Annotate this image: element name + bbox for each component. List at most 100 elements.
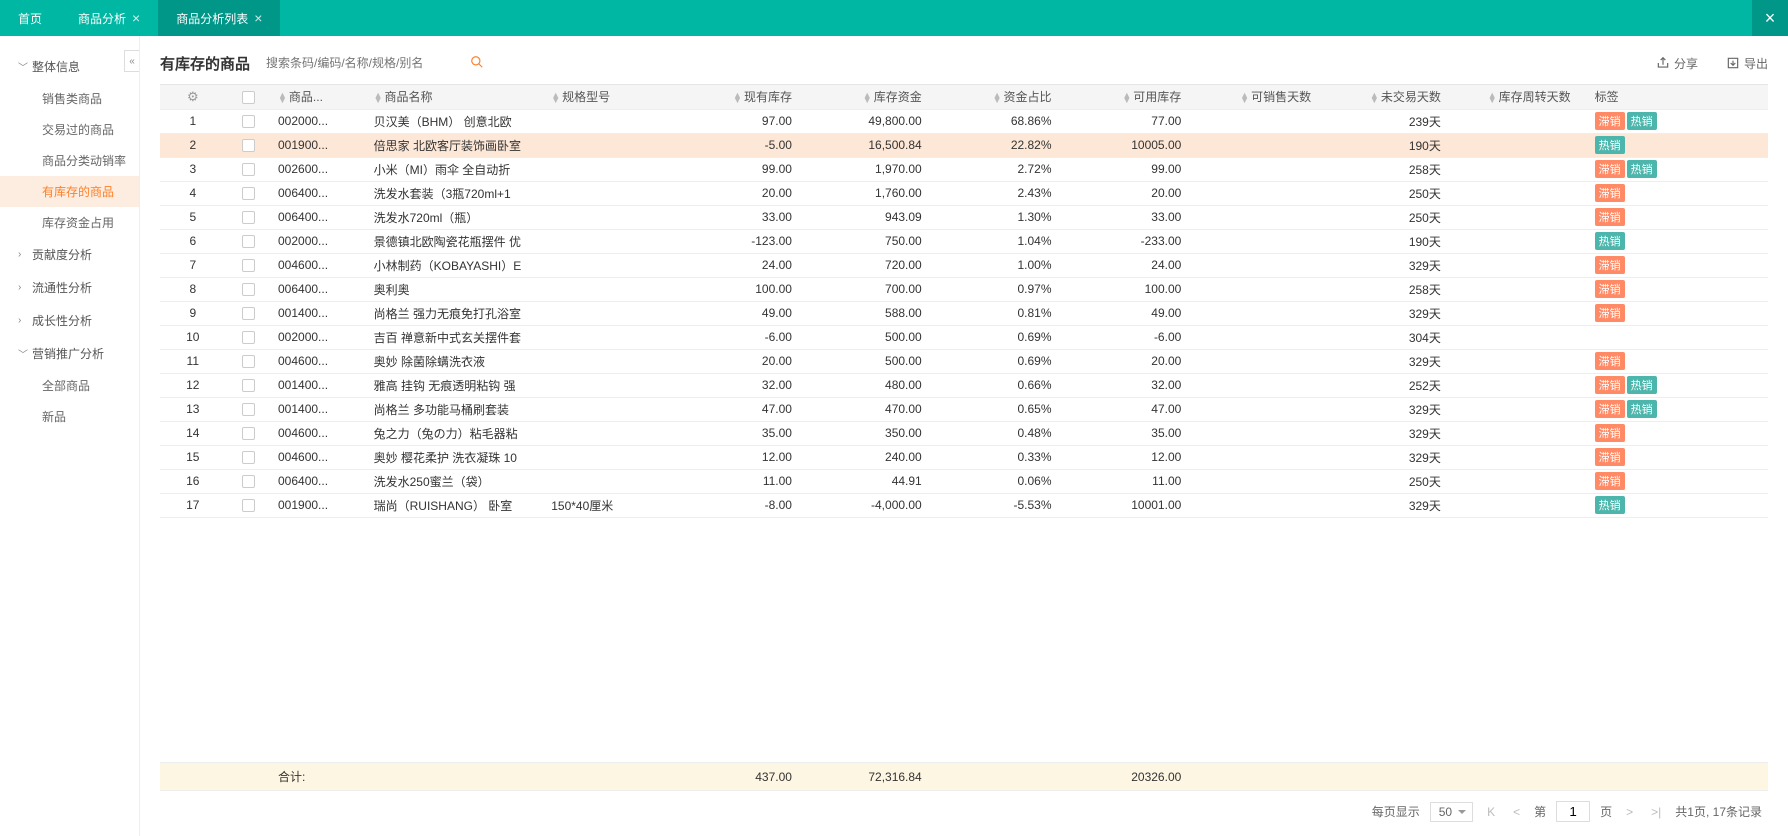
col-fund[interactable]: ▲▼库存资金 (798, 85, 928, 109)
sidebar-group-4[interactable]: ﹀营销推广分析 (0, 337, 139, 370)
cell-avail: 77.00 (1058, 109, 1188, 133)
sidebar-group-1[interactable]: ›贡献度分析 (0, 238, 139, 271)
col-turnover-days[interactable]: ▲▼库存周转天数 (1447, 85, 1577, 109)
cell-idx: 1 (160, 109, 226, 133)
cell-checkbox[interactable] (226, 349, 272, 373)
pager-next[interactable]: > (1622, 805, 1637, 819)
cell-code: 006400... (272, 181, 368, 205)
cell-sale-days (1187, 397, 1317, 421)
cell-untraded-days: 258天 (1317, 157, 1447, 181)
sidebar-item-0-2[interactable]: 商品分类动销率 (0, 145, 139, 176)
cell-idx: 12 (160, 373, 226, 397)
table-row[interactable]: 13001400...尚格兰 多功能马桶刷套装 47.00470.000.65%… (160, 397, 1768, 421)
pager-page-input[interactable] (1556, 801, 1590, 822)
table-row[interactable]: 12001400...雅高 挂钩 无痕透明粘钩 强32.00480.000.66… (160, 373, 1768, 397)
sidebar-item-0-1[interactable]: 交易过的商品 (0, 114, 139, 145)
cell-name: 兔之力（兔の力）粘毛器粘 (368, 421, 546, 445)
table-row[interactable]: 10002000...吉百 禅意新中式玄关摆件套-6.00500.000.69%… (160, 325, 1768, 349)
cell-checkbox[interactable] (226, 277, 272, 301)
col-name[interactable]: ▲▼商品名称 (368, 85, 546, 109)
cell-idx: 3 (160, 157, 226, 181)
table-row[interactable]: 7004600...小林制药（KOBAYASHI）E24.00720.001.0… (160, 253, 1768, 277)
table-row[interactable]: 17001900...瑞尚（RUISHANG） 卧室150*40厘米-8.00-… (160, 493, 1768, 517)
sidebar-group-2[interactable]: ›流通性分析 (0, 271, 139, 304)
export-button[interactable]: 导出 (1726, 55, 1768, 72)
table-row[interactable]: 16006400...洗发水250蜜兰（袋）11.0044.910.06%11.… (160, 469, 1768, 493)
col-spec[interactable]: ▲▼规格型号 (545, 85, 668, 109)
sidebar-group-label: 营销推广分析 (32, 345, 104, 362)
cell-checkbox[interactable] (226, 133, 272, 157)
col-fund-pct[interactable]: ▲▼资金占比 (928, 85, 1058, 109)
cell-checkbox[interactable] (226, 493, 272, 517)
cell-spec: 150*40厘米 (545, 493, 668, 517)
close-icon[interactable]: × (254, 10, 262, 26)
table-row[interactable]: 14004600...兔之力（兔の力）粘毛器粘35.00350.000.48%3… (160, 421, 1768, 445)
cell-checkbox[interactable] (226, 301, 272, 325)
table-row[interactable]: 4006400...洗发水套装（3瓶720ml+120.001,760.002.… (160, 181, 1768, 205)
table-row[interactable]: 1002000...贝汉美（BHM） 创意北欧97.0049,800.0068.… (160, 109, 1768, 133)
sidebar-group-3[interactable]: ›成长性分析 (0, 304, 139, 337)
close-icon[interactable]: × (132, 10, 140, 26)
search-input[interactable] (264, 52, 464, 74)
cell-checkbox[interactable] (226, 181, 272, 205)
cell-checkbox[interactable] (226, 373, 272, 397)
table-row[interactable]: 9001400...尚格兰 强力无痕免打孔浴室49.00588.000.81%4… (160, 301, 1768, 325)
cell-checkbox[interactable] (226, 445, 272, 469)
sidebar-group-0[interactable]: ﹀整体信息 (0, 50, 139, 83)
tab-0[interactable]: 首页 (0, 0, 60, 36)
cell-stock: -123.00 (668, 229, 798, 253)
cell-stock: 20.00 (668, 181, 798, 205)
cell-turnover-days (1447, 229, 1577, 253)
col-select-all[interactable] (226, 85, 272, 109)
tab-2[interactable]: 商品分析列表× (158, 0, 280, 36)
col-code[interactable]: ▲▼商品... (272, 85, 368, 109)
search-icon[interactable] (470, 55, 484, 72)
table-row[interactable]: 3002600...小米（MI）雨伞 全自动折99.001,970.002.72… (160, 157, 1768, 181)
table-row[interactable]: 15004600...奥妙 樱花柔护 洗衣凝珠 1012.00240.000.3… (160, 445, 1768, 469)
cell-code: 002000... (272, 109, 368, 133)
sidebar-item-0-3[interactable]: 有库存的商品 (0, 176, 139, 207)
cell-checkbox[interactable] (226, 397, 272, 421)
share-button[interactable]: 分享 (1656, 55, 1698, 72)
badge-lag: 滞销 (1595, 400, 1625, 418)
badge-lag: 滞销 (1595, 424, 1625, 442)
cell-checkbox[interactable] (226, 205, 272, 229)
col-avail[interactable]: ▲▼可用库存 (1058, 85, 1188, 109)
page-suffix: 页 (1600, 803, 1612, 820)
cell-code: 002000... (272, 325, 368, 349)
tab-1[interactable]: 商品分析× (60, 0, 158, 36)
cell-checkbox[interactable] (226, 109, 272, 133)
table-row[interactable]: 2001900...倍思家 北欧客厅装饰画卧室-5.0016,500.8422.… (160, 133, 1768, 157)
col-sale-days[interactable]: ▲▼可销售天数 (1187, 85, 1317, 109)
cell-tags: 热销 (1577, 493, 1768, 517)
cell-checkbox[interactable] (226, 253, 272, 277)
cell-checkbox[interactable] (226, 421, 272, 445)
cell-code: 001400... (272, 397, 368, 421)
cell-checkbox[interactable] (226, 469, 272, 493)
sidebar-item-0-0[interactable]: 销售类商品 (0, 83, 139, 114)
pager-last[interactable]: >| (1647, 805, 1665, 819)
pager-prev[interactable]: < (1509, 805, 1524, 819)
table-row[interactable]: 8006400...奥利奥100.00700.000.97%100.00258天… (160, 277, 1768, 301)
col-untraded-days[interactable]: ▲▼未交易天数 (1317, 85, 1447, 109)
cell-avail: 11.00 (1058, 469, 1188, 493)
cell-name: 景德镇北欧陶瓷花瓶摆件 优 (368, 229, 546, 253)
col-stock[interactable]: ▲▼现有库存 (668, 85, 798, 109)
sidebar-item-4-1[interactable]: 新品 (0, 401, 139, 432)
cell-checkbox[interactable] (226, 229, 272, 253)
sidebar-item-4-0[interactable]: 全部商品 (0, 370, 139, 401)
close-all-tabs[interactable]: × (1752, 0, 1788, 36)
cell-spec (545, 277, 668, 301)
sidebar-item-0-4[interactable]: 库存资金占用 (0, 207, 139, 238)
cell-checkbox[interactable] (226, 157, 272, 181)
pager-first[interactable]: K (1483, 805, 1499, 819)
cell-code: 001900... (272, 133, 368, 157)
cell-checkbox[interactable] (226, 325, 272, 349)
sidebar-collapse-toggle[interactable]: « (124, 50, 140, 72)
col-settings[interactable]: ⚙ (160, 85, 226, 109)
per-page-select[interactable]: 50 (1430, 802, 1473, 822)
table-row[interactable]: 6002000...景德镇北欧陶瓷花瓶摆件 优-123.00750.001.04… (160, 229, 1768, 253)
cell-idx: 16 (160, 469, 226, 493)
table-row[interactable]: 11004600...奥妙 除菌除螨洗衣液20.00500.000.69%20.… (160, 349, 1768, 373)
table-row[interactable]: 5006400...洗发水720ml（瓶）33.00943.091.30%33.… (160, 205, 1768, 229)
